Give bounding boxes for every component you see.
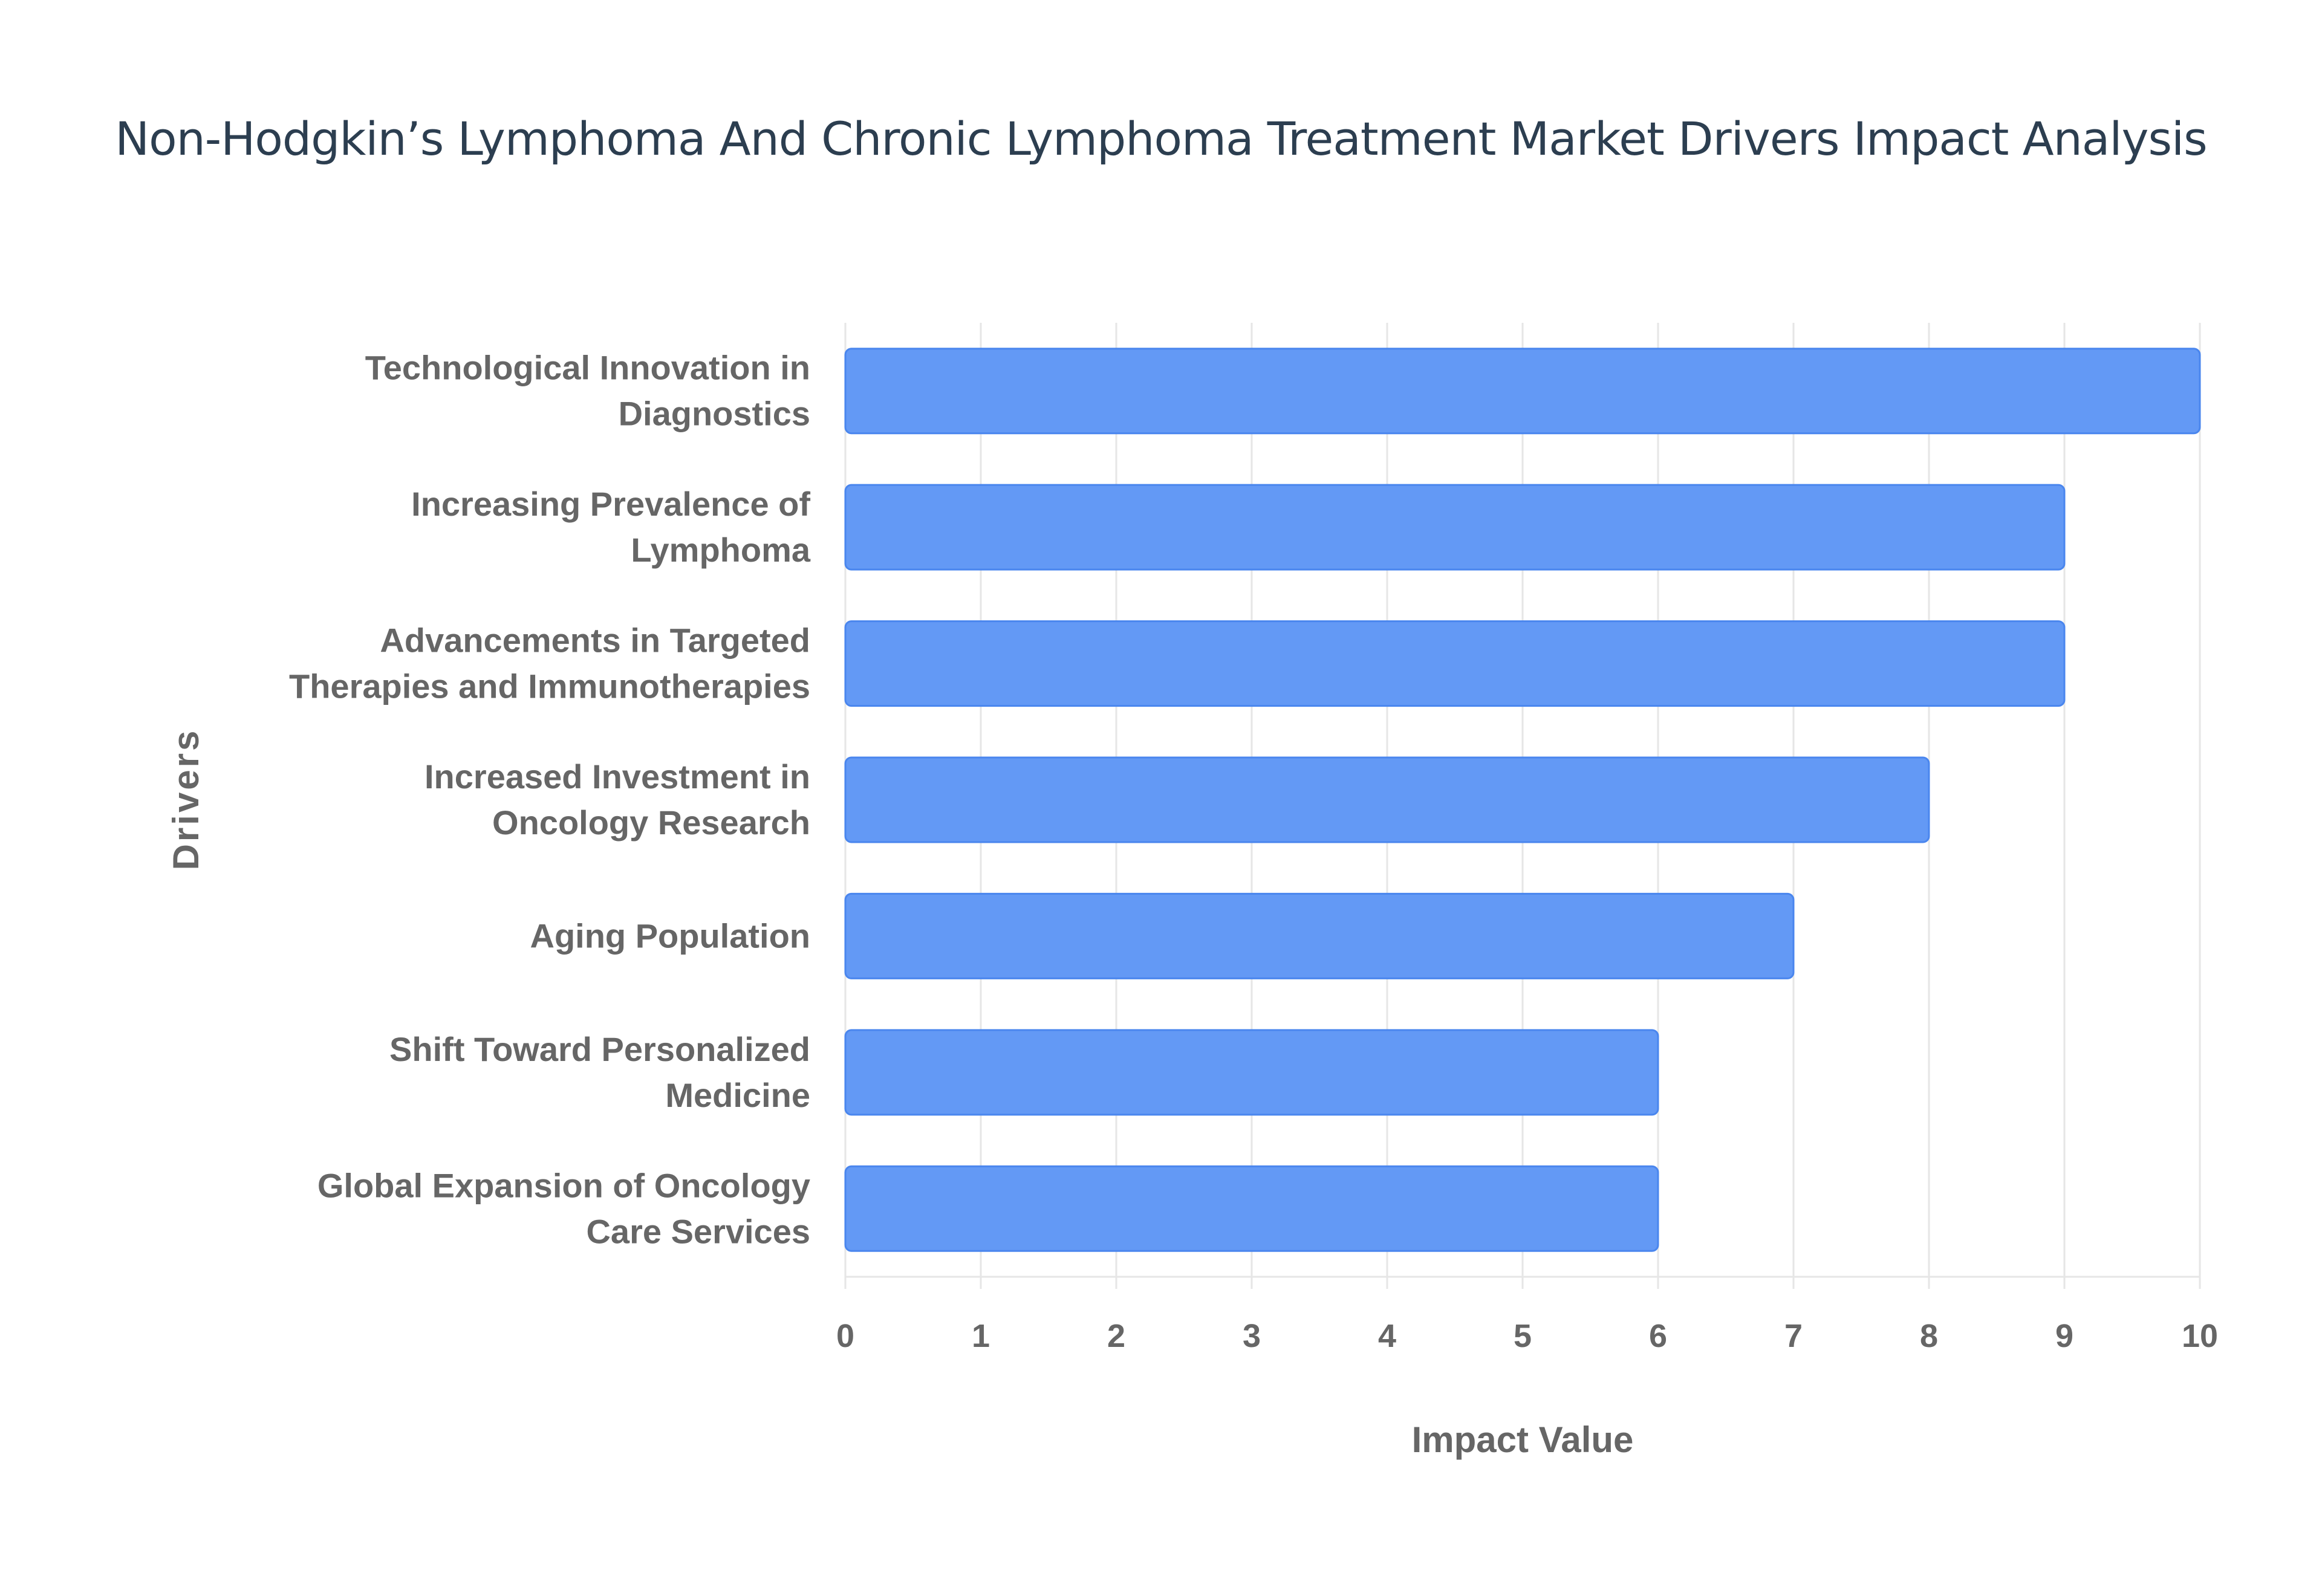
y-category-label: Increasing Prevalence of [411, 485, 810, 523]
y-category-label: Advancements in Targeted [380, 621, 810, 660]
y-category-label: Diagnostics [619, 395, 810, 433]
x-tick-label: 9 [2055, 1318, 2073, 1354]
x-tick-label: 1 [972, 1318, 990, 1354]
x-tick-label: 2 [1107, 1318, 1125, 1354]
chart-title: Non-Hodgkin’s Lymphoma And Chronic Lymph… [115, 112, 2208, 166]
y-category-label: Aging Population [530, 916, 810, 955]
x-tick-label: 10 [2182, 1318, 2218, 1354]
x-tick-label: 8 [1920, 1318, 1938, 1354]
bar [844, 1165, 1659, 1252]
bar [844, 484, 2066, 571]
y-category-label: Shift Toward Personalized [389, 1030, 810, 1068]
bar [844, 348, 2201, 435]
x-axis-title: Impact Value [1412, 1419, 1634, 1460]
y-category-label: Oncology Research [492, 803, 810, 842]
x-tick-label: 4 [1378, 1318, 1396, 1354]
y-category-label: Therapies and Immunotherapies [289, 667, 810, 706]
x-tick-label: 7 [1784, 1318, 1803, 1354]
x-tick-label: 6 [1649, 1318, 1667, 1354]
y-category-label: Lymphoma [631, 531, 810, 569]
x-tick-label: 5 [1514, 1318, 1532, 1354]
bar [844, 620, 2066, 707]
y-category-label: Global Expansion of Oncology [317, 1166, 810, 1204]
bar [844, 756, 1930, 843]
y-category-label: Care Services [586, 1212, 810, 1250]
y-category-label: Medicine [665, 1076, 810, 1114]
x-tick-label: 0 [836, 1318, 854, 1354]
bar [844, 892, 1795, 979]
y-axis-title: Drivers [166, 728, 206, 871]
x-tick-label: 3 [1243, 1318, 1261, 1354]
y-category-label: Technological Innovation in [365, 349, 810, 387]
bar [844, 1029, 1659, 1116]
y-category-label: Increased Investment in [424, 757, 810, 796]
